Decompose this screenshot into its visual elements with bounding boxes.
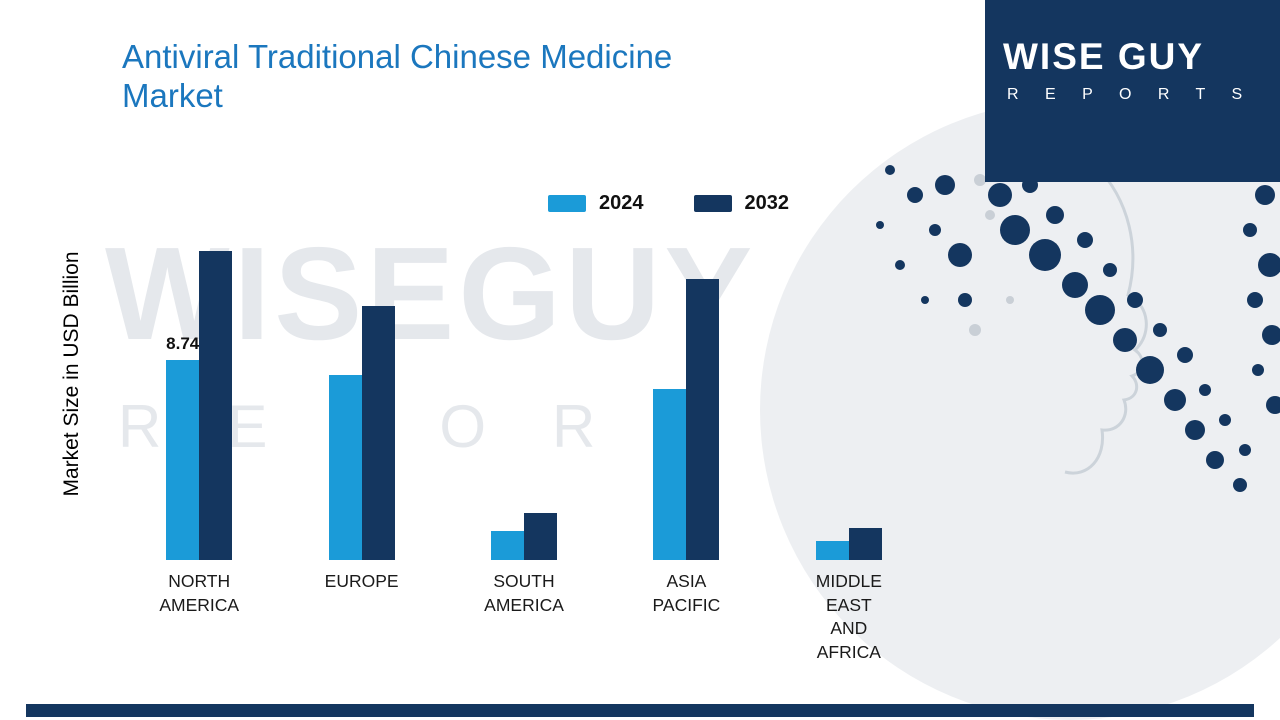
bar-2024 bbox=[491, 531, 525, 560]
bar-2032 bbox=[361, 306, 395, 560]
bar-2024: 8.74 bbox=[166, 334, 199, 560]
bar-value-label: 8.74 bbox=[166, 334, 200, 353]
bar-group: EUROPE bbox=[280, 240, 442, 665]
bar-group: 8.74 NORTH AMERICA bbox=[118, 240, 280, 665]
y-axis-label: Market Size in USD Billion bbox=[60, 251, 83, 497]
footer-bar bbox=[26, 704, 1254, 717]
bar-group: SOUTH AMERICA bbox=[443, 240, 605, 665]
legend-item-2024: 2024 bbox=[548, 192, 644, 215]
legend-label: 2032 bbox=[744, 192, 790, 214]
bar-2024 bbox=[815, 541, 849, 560]
chart-legend: 2024 2032 bbox=[548, 192, 789, 215]
bar-pair bbox=[328, 240, 395, 560]
bar-2032 bbox=[848, 528, 882, 560]
category-label: NORTH AMERICA bbox=[159, 571, 240, 615]
legend-swatch bbox=[548, 195, 586, 212]
wise-guy-logo: WISE GUY bbox=[1003, 36, 1205, 77]
page-title: Antiviral Traditional Chinese Medicine M… bbox=[122, 38, 673, 114]
decorative-circle bbox=[760, 100, 1280, 720]
category-label: EUROPE bbox=[324, 571, 399, 591]
bar-2024 bbox=[653, 389, 687, 560]
category-label: MIDDLE EAST AND AFRICA bbox=[815, 571, 882, 662]
logo-panel: WISE GUY R E P O R T S bbox=[985, 0, 1280, 182]
legend-item-2032: 2032 bbox=[693, 192, 790, 215]
bar-pair bbox=[815, 240, 882, 560]
bar-group: ASIA PACIFIC bbox=[605, 240, 767, 665]
bar-pair bbox=[653, 240, 720, 560]
bar-pair bbox=[491, 240, 558, 560]
bar-2032 bbox=[199, 251, 233, 560]
category-label: SOUTH AMERICA bbox=[484, 571, 564, 615]
bar-group: MIDDLE EAST AND AFRICA bbox=[768, 240, 930, 665]
bar-2032 bbox=[524, 513, 558, 560]
category-label: ASIA PACIFIC bbox=[652, 571, 721, 615]
wise-guy-logo-sub: R E P O R T S bbox=[1007, 86, 1254, 103]
legend-swatch bbox=[693, 195, 732, 212]
bar-2032 bbox=[686, 279, 720, 560]
bar-2024 bbox=[328, 375, 362, 560]
bar-chart: 8.74 NORTH AMERICA EUROPE SOUTH AMERICA ASIA… bbox=[118, 240, 930, 665]
bar-pair: 8.74 bbox=[166, 240, 233, 560]
legend-label: 2024 bbox=[599, 192, 644, 214]
